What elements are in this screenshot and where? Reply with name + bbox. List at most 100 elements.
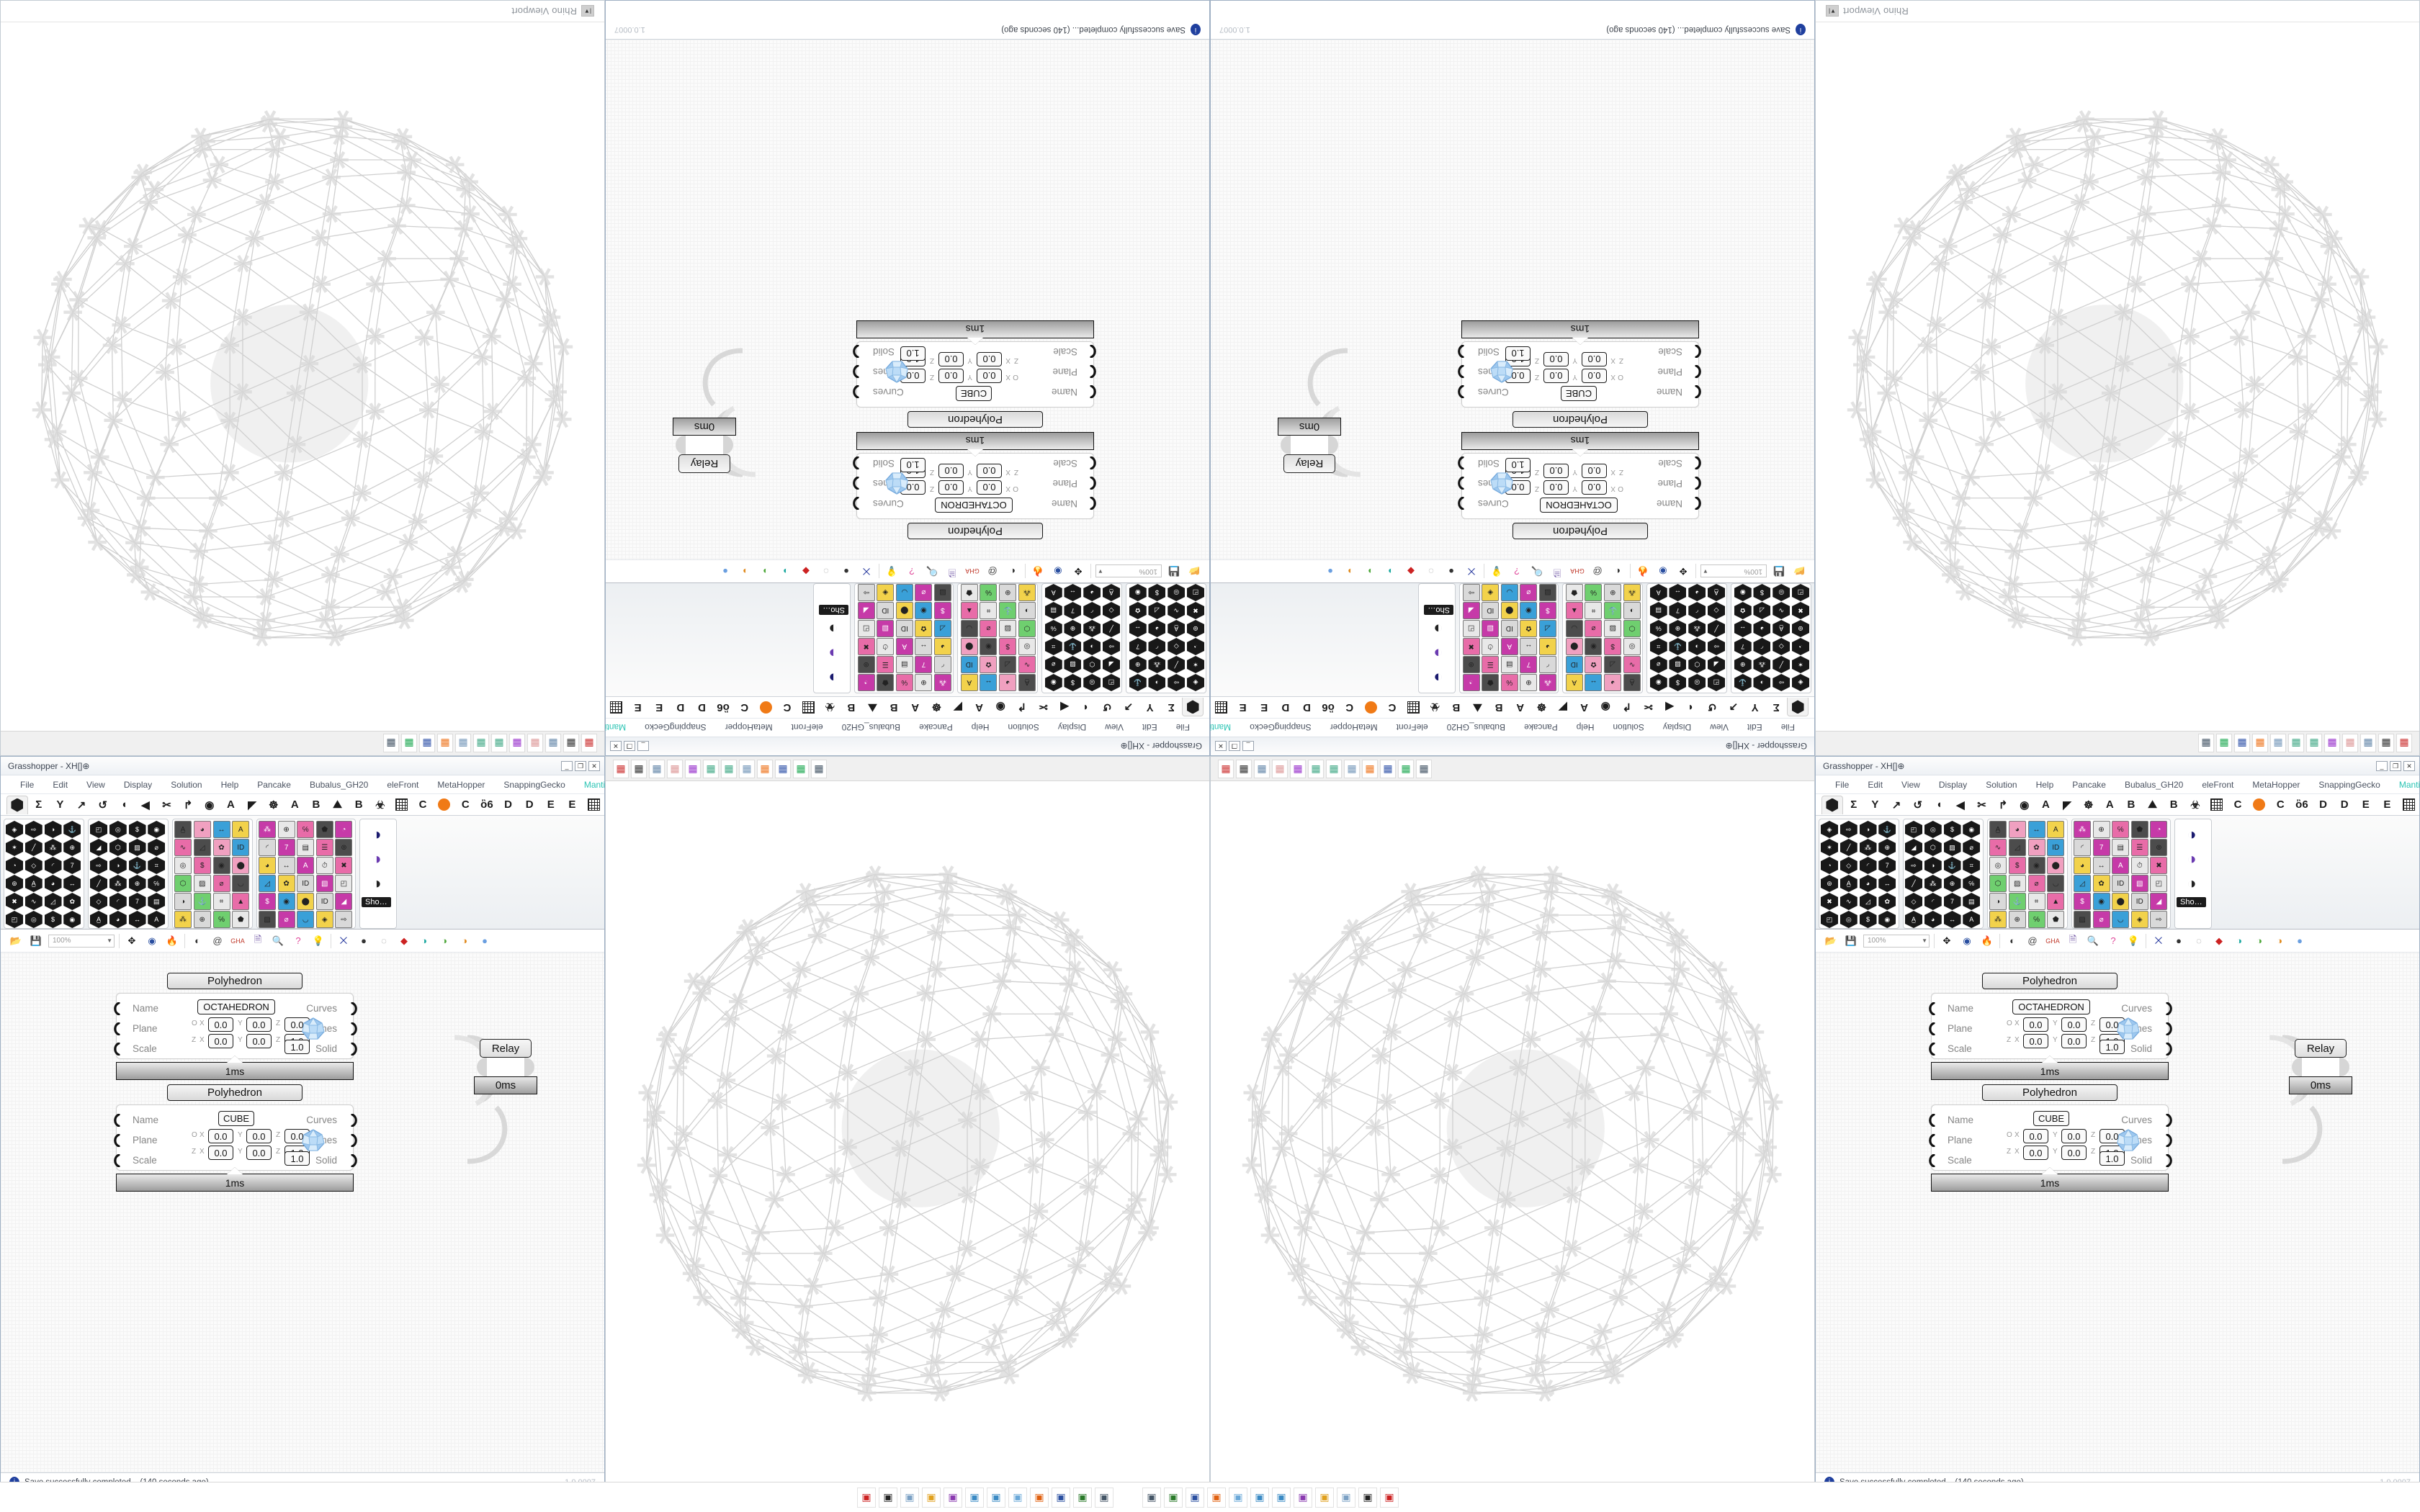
rhino-toolbar-icon[interactable]: ▦ <box>667 759 683 778</box>
glasses-blue-icon[interactable]: ◑ <box>362 823 391 846</box>
minimize-button[interactable]: _ <box>2376 760 2388 771</box>
component-icon[interactable]: ⇨ <box>90 857 107 874</box>
menu-item-metahopper[interactable]: MetaHopper <box>725 722 773 733</box>
component-icon[interactable]: ⚓ <box>63 821 81 838</box>
component-icon[interactable]: ⬤ <box>1565 638 1583 655</box>
component-icon[interactable]: ⁂ <box>44 839 62 856</box>
tangle-icon[interactable]: ⨉ <box>2154 935 2163 946</box>
output-port-0[interactable] <box>2166 1002 2174 1015</box>
component-icon[interactable]: A <box>1565 674 1583 691</box>
component-icon[interactable]: ⁂ <box>1539 674 1556 691</box>
node-timer[interactable]: 1ms <box>116 1062 354 1080</box>
output-port-1[interactable] <box>351 1022 359 1035</box>
component-icon[interactable]: A̲ <box>1103 584 1120 601</box>
component-icon[interactable]: ◑ <box>1623 602 1641 619</box>
component-icon[interactable]: ⬟ <box>960 584 978 601</box>
component-icon[interactable]: ◇ <box>90 893 107 910</box>
plane-zaxis-x-field[interactable]: 0.0 <box>1582 352 1607 366</box>
component-icon[interactable]: ⬡ <box>1083 656 1101 673</box>
component-icon[interactable]: ⌗ <box>2027 893 2045 910</box>
preview-green-icon[interactable]: ◑ <box>763 566 768 577</box>
minimize-button[interactable]: _ <box>561 760 573 771</box>
glasses-purple-icon[interactable]: ◑ <box>362 847 391 870</box>
ribbon-tab-1[interactable]: Σ <box>1168 701 1175 714</box>
node-body[interactable]: NamePlaneScaleCurvesMeshesSolidOCTAHEDRO… <box>853 453 1096 519</box>
component-icon[interactable]: ✿ <box>980 656 998 673</box>
capsule-icon[interactable]: ◐ <box>1010 566 1016 577</box>
component-icon[interactable]: ⌗ <box>1650 638 1667 655</box>
component-icon[interactable]: ▨ <box>934 584 951 601</box>
menu-item-bubalus-gh20[interactable]: Bubalus_GH20 <box>841 722 901 733</box>
component-icon[interactable]: ▨ <box>1065 656 1082 673</box>
component-icon[interactable]: ◎ <box>174 857 192 874</box>
ribbon-tab-2[interactable]: Υ <box>1146 701 1154 714</box>
ribbon-tab-17[interactable]: ☣ <box>1430 701 1440 714</box>
ribbon-tab-20[interactable] <box>2249 796 2270 814</box>
floppy-icon[interactable]: ▣ <box>1186 1487 1204 1508</box>
rhino-toolbar-icon[interactable]: ▦ <box>545 734 561 753</box>
component-icon[interactable]: ⌀ <box>1045 656 1062 673</box>
input-port-1[interactable] <box>1090 365 1098 378</box>
component-icon[interactable]: ◎ <box>1168 584 1185 601</box>
component-icon[interactable]: ⬡ <box>1924 839 1942 856</box>
zoom-level-select[interactable]: 100% ▼ <box>1095 564 1162 578</box>
component-icon[interactable]: ◇ <box>24 857 42 874</box>
component-icon[interactable]: ↔ <box>212 821 230 838</box>
component-icon[interactable]: ⬡ <box>1989 875 2007 892</box>
component-icon[interactable]: ⬟ <box>232 911 250 928</box>
ribbon-tab-12[interactable]: ☸ <box>268 798 279 811</box>
shade-dark-icon[interactable]: ● <box>2176 935 2182 946</box>
shade-wire-icon[interactable]: ◌ <box>823 566 829 577</box>
component-icon[interactable]: ◜ <box>109 893 127 910</box>
component-icon[interactable]: ID <box>1500 620 1518 637</box>
node-title[interactable]: Polyhedron <box>1512 523 1648 539</box>
component-icon[interactable]: ◰ <box>6 911 23 928</box>
scale-field[interactable]: 1.0 <box>284 1151 310 1166</box>
component-icon[interactable]: ◉ <box>1878 911 1896 928</box>
menu-item-solution[interactable]: Solution <box>1008 722 1039 733</box>
rhino-toolbar-icon[interactable]: ▦ <box>2288 734 2304 753</box>
component-icon[interactable]: ⬤ <box>895 602 913 619</box>
rhino-toolbar-icon[interactable]: ▦ <box>2216 734 2232 753</box>
maximize-button[interactable]: ❐ <box>1229 741 1240 752</box>
menu-item-solution[interactable]: Solution <box>1986 779 2017 790</box>
component-icon[interactable]: ⇨ <box>1462 584 1480 601</box>
component-icon[interactable]: ⌀ <box>148 839 166 856</box>
component-icon[interactable]: ⌀ <box>212 875 230 892</box>
component-icon[interactable]: ▤ <box>148 893 166 910</box>
taskbar-bottom[interactable]: ▣ ▣ ▣ ▣ ▣ ▣ ▣ ▣ ▣ ▣ ▣ ▣ ▣ ▣ ▣ ▣ ▣ ▣ ▣ ▣ ▣ ▣ ▣ ▣ <box>0 1482 2420 1512</box>
ribbon-tab-15[interactable]: ⛰ <box>2148 798 2157 811</box>
component-icon[interactable]: A <box>1650 584 1667 601</box>
ribbon-tab-18[interactable] <box>1403 698 1425 717</box>
component-icon[interactable]: $ <box>2074 893 2091 910</box>
component-icon[interactable]: ID <box>315 893 333 910</box>
component-icon[interactable]: ◿ <box>1604 656 1622 673</box>
plane-zaxis-x-field[interactable]: 0.0 <box>977 464 1002 478</box>
search-icon[interactable]: 🔍 <box>1531 566 1543 577</box>
rhino-toolbar-icon[interactable]: ▦ <box>1344 759 1360 778</box>
preview-orange-icon[interactable]: ◑ <box>2277 935 2282 946</box>
component-icon[interactable]: ⚓ <box>1734 674 1752 691</box>
ribbon-tab-26[interactable]: E <box>568 798 576 811</box>
rhino-toolbar-icon[interactable]: ▦ <box>1254 759 1270 778</box>
rhino-toolbar-icon[interactable]: ▦ <box>2234 734 2250 753</box>
scale-field[interactable]: 1.0 <box>900 458 926 472</box>
menu-item-elefront[interactable]: eleFront <box>791 722 823 733</box>
component-icon[interactable]: ⬡ <box>1018 620 1036 637</box>
input-port-0[interactable] <box>1695 385 1703 398</box>
monitor-icon[interactable]: ▣ <box>1142 1487 1161 1508</box>
component-icon[interactable]: ✿ <box>1734 602 1752 619</box>
component-icon[interactable]: ⇨ <box>857 584 875 601</box>
menu-item-metahopper[interactable]: MetaHopper <box>1330 722 1378 733</box>
component-icon[interactable]: ℅ <box>148 875 166 892</box>
palette-icon[interactable]: ▣ <box>987 1487 1005 1508</box>
component-icon[interactable]: ▨ <box>2074 911 2091 928</box>
ribbon-tab-10[interactable]: A <box>1580 701 1588 714</box>
rhino-toolbar-icon[interactable]: ▦ <box>2360 734 2376 753</box>
component-icon[interactable]: ◑ <box>1859 821 1877 838</box>
component-icon[interactable]: ▨ <box>1604 620 1622 637</box>
menu-item-display[interactable]: Display <box>123 779 153 790</box>
component-icon[interactable]: ◎ <box>1839 911 1857 928</box>
ribbon-tab-13[interactable]: A <box>1516 701 1525 714</box>
component-icon[interactable]: ∿ <box>1018 656 1036 673</box>
